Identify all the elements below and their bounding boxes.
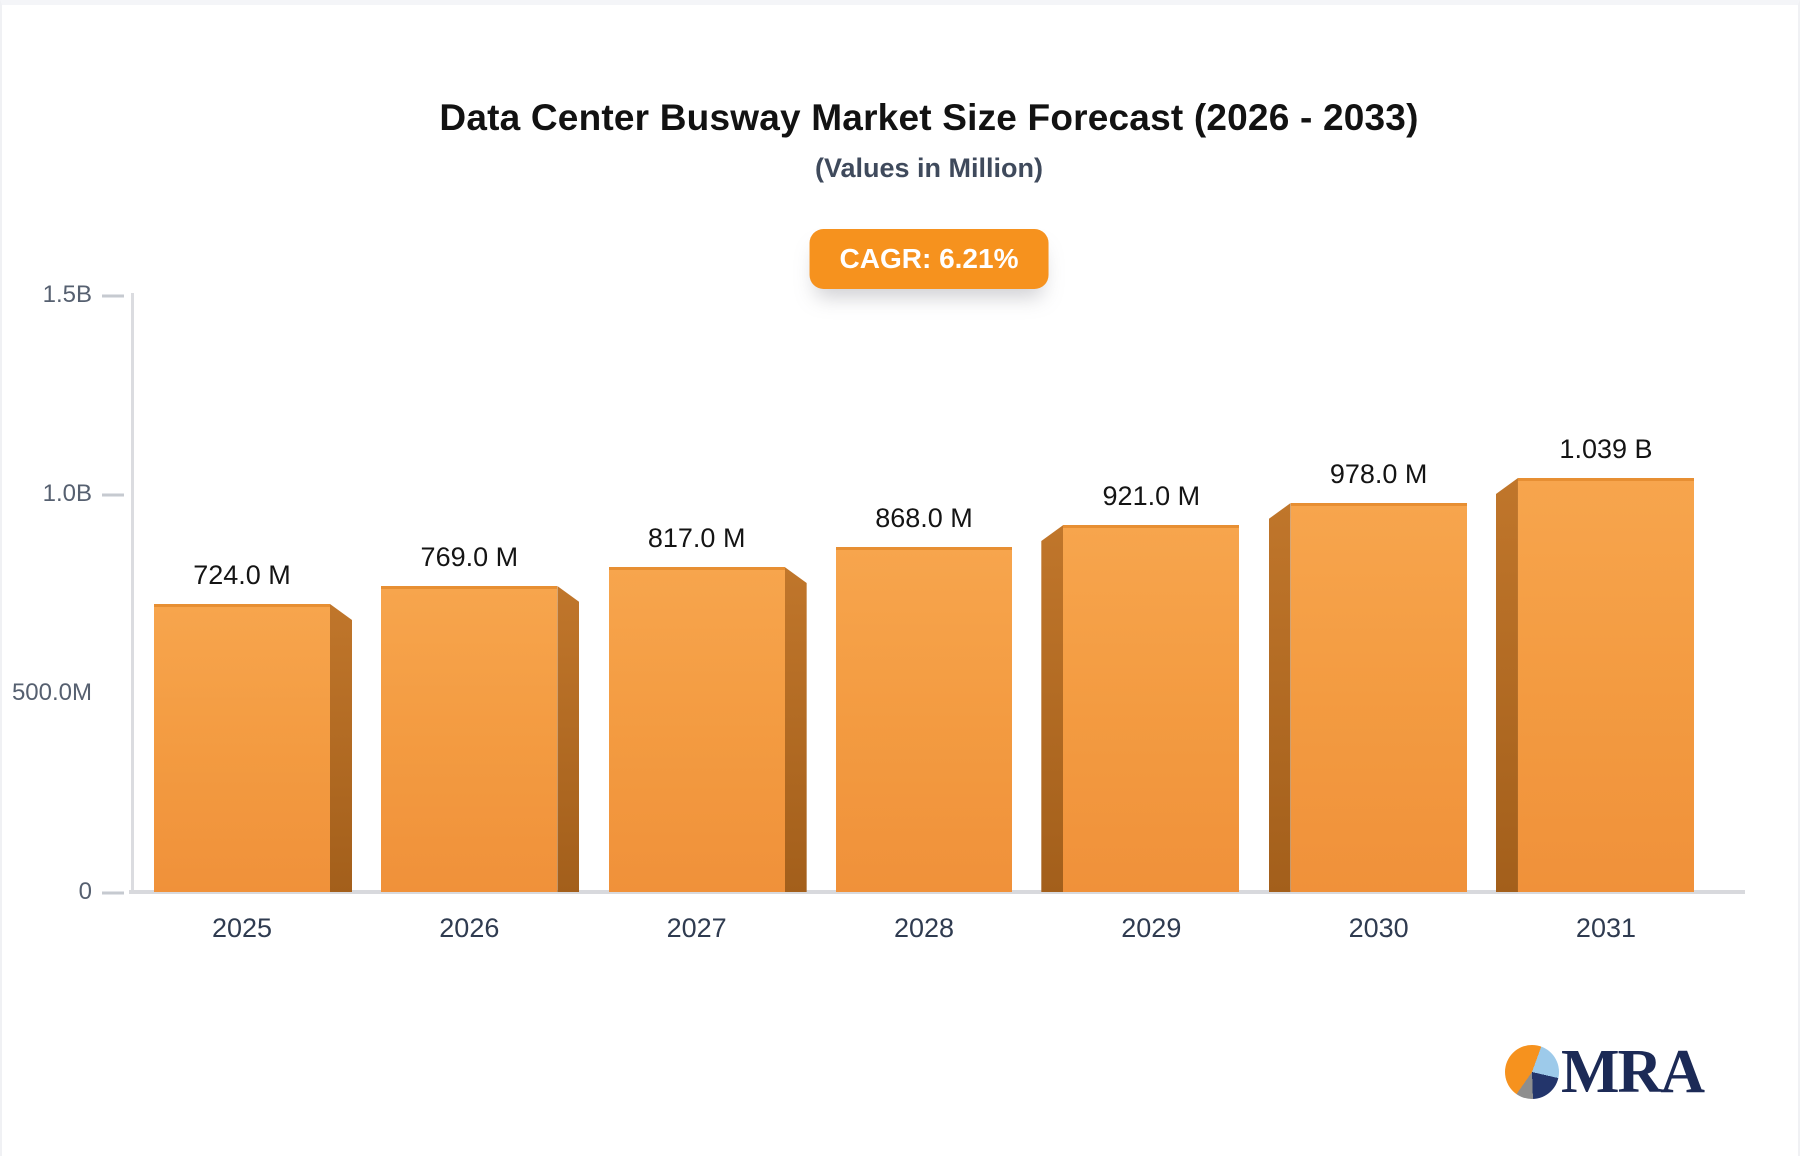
bar-2030[interactable] (1290, 503, 1467, 892)
y-tick-label-1.0B: 1.0B (42, 480, 92, 507)
bar-side-face-2031 (1495, 478, 1518, 892)
x-axis-line (129, 890, 1745, 894)
y-tick-label-1.5B: 1.5B (42, 281, 92, 308)
bar-value-label-2031: 1.039 B (1559, 434, 1653, 464)
bar-side-face-2025 (330, 604, 352, 892)
bar-value-label-2025: 724.0 M (193, 560, 291, 590)
bar-2026[interactable] (381, 586, 558, 892)
x-axis-label-2027: 2027 (666, 913, 727, 943)
x-axis-label-2031: 2031 (1575, 913, 1637, 943)
y-tick-dash (102, 493, 124, 497)
x-axis-label-2025: 2025 (211, 913, 273, 943)
bar-side-face-2029 (1041, 525, 1064, 892)
chart-subtitle: (Values in Million) (814, 153, 1044, 183)
x-axis-label-2029: 2029 (1121, 913, 1182, 943)
bar-2028[interactable] (835, 547, 1012, 892)
logo-text: MRA (1561, 1038, 1705, 1106)
chart-title: Data Center Busway Market Size Forecast … (439, 97, 1419, 138)
bar-2029[interactable] (1063, 525, 1240, 892)
bar-2031[interactable] (1517, 478, 1694, 892)
bar-side-face-2030 (1268, 503, 1291, 892)
bar-value-label-2030: 978.0 M (1329, 459, 1428, 489)
bar-2025[interactable] (154, 604, 330, 892)
y-tick-label-500.0M: 500.0M (11, 679, 92, 706)
x-axis-label-2026: 2026 (439, 913, 500, 943)
y-tick-label-0: 0 (78, 878, 92, 905)
bar-value-label-2028: 868.0 M (875, 503, 973, 533)
bar-2027[interactable] (608, 567, 785, 892)
x-axis-label-2028: 2028 (893, 913, 955, 943)
bar-side-face-2027 (784, 567, 807, 892)
bar-value-label-2027: 817.0 M (647, 523, 746, 553)
mra-logo: MRA (1505, 1038, 1705, 1106)
bar-value-label-2026: 769.0 M (420, 542, 519, 572)
y-tick-dash (102, 891, 124, 895)
x-axis-label-2030: 2030 (1348, 913, 1409, 943)
pie-chart-logo-icon (1505, 1045, 1559, 1099)
cagr-badge: CAGR: 6.21% (809, 229, 1049, 289)
bar-side-face-2026 (557, 586, 580, 892)
y-axis-line (131, 293, 134, 892)
bar-value-label-2029: 921.0 M (1102, 481, 1201, 511)
y-tick-dash (102, 294, 124, 298)
